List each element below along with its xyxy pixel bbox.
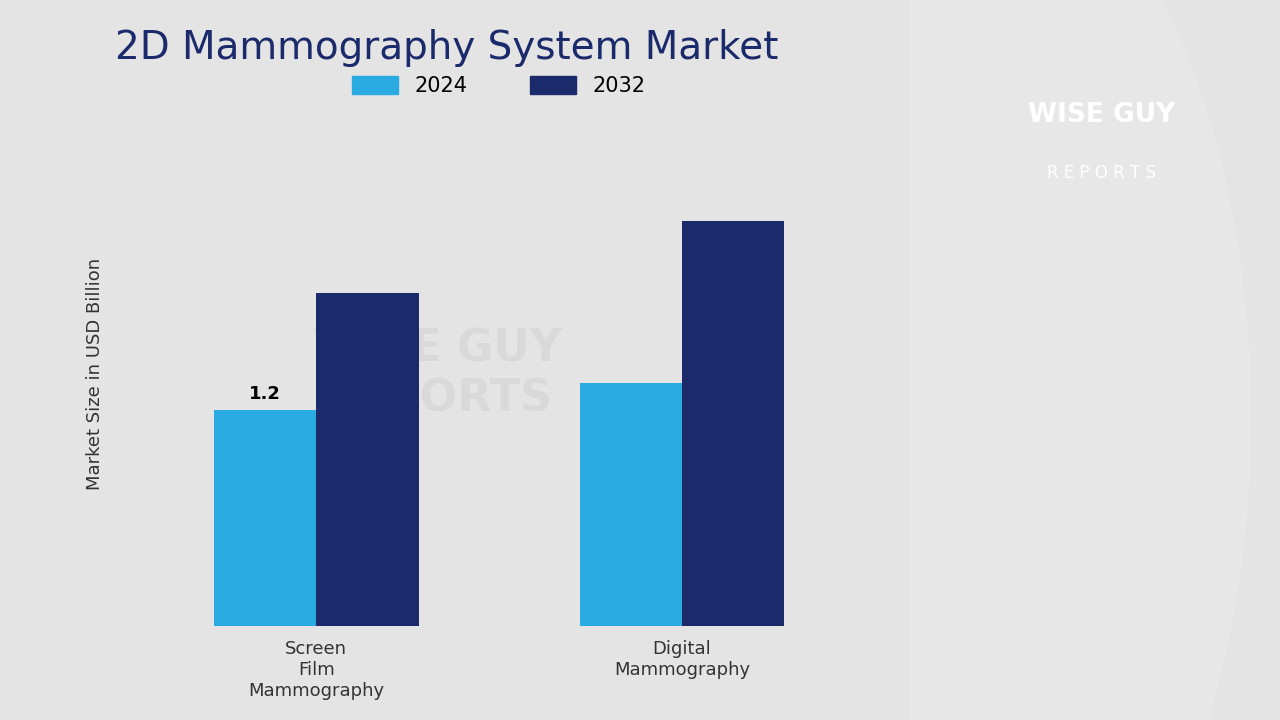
Circle shape bbox=[641, 0, 1251, 720]
Text: WISE GUY: WISE GUY bbox=[1028, 102, 1175, 128]
Bar bbox=[682, 222, 785, 626]
Bar bbox=[316, 294, 419, 626]
Bar bbox=[214, 410, 316, 626]
Text: R E P O R T S: R E P O R T S bbox=[1047, 163, 1156, 181]
Text: 1.2: 1.2 bbox=[250, 385, 282, 403]
Text: 2D Mammography System Market: 2D Mammography System Market bbox=[115, 29, 778, 67]
Bar bbox=[580, 383, 682, 626]
Legend: 2024, 2032: 2024, 2032 bbox=[344, 67, 654, 104]
Y-axis label: Market Size in USD Billion: Market Size in USD Billion bbox=[86, 258, 104, 490]
Text: WISE GUY
REPORTS: WISE GUY REPORTS bbox=[314, 328, 562, 420]
